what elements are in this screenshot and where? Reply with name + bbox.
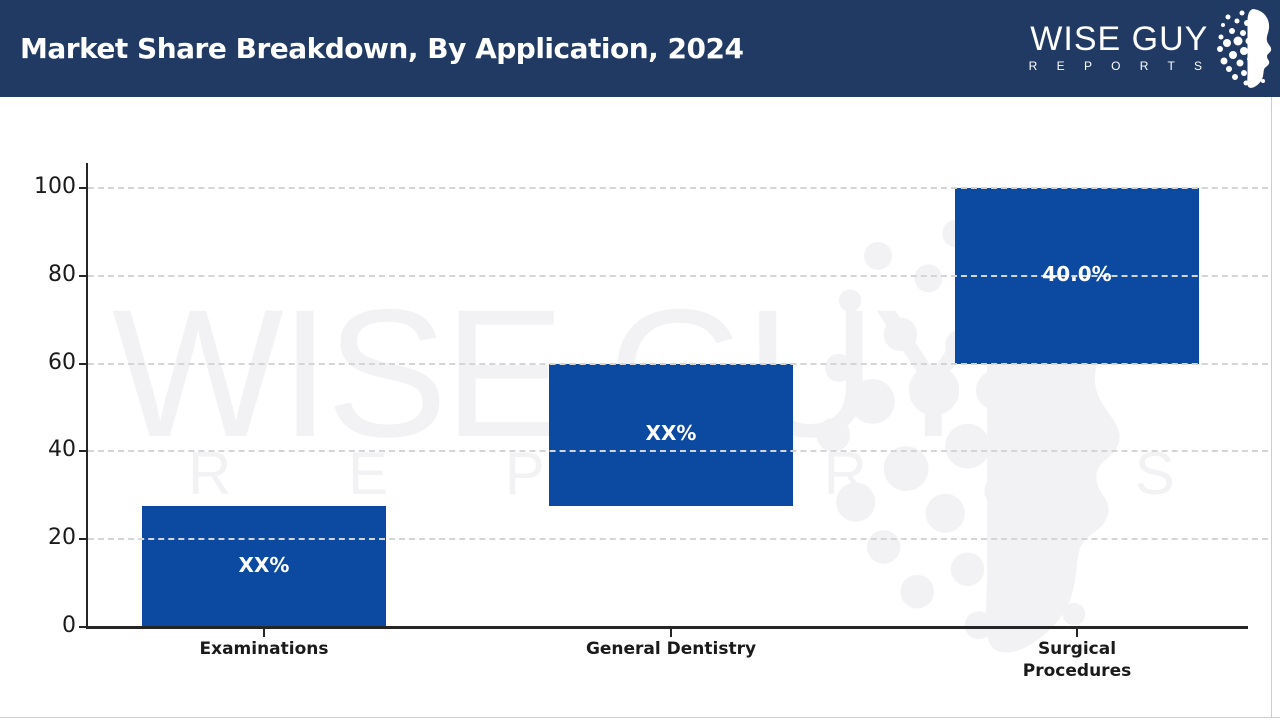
bar-value-label-1: XX% [238,552,290,577]
x-tick-mark-2 [670,629,672,637]
logo-face-icon [1217,9,1272,88]
gridline-20 [88,538,1268,541]
x-tick-mark-3 [1076,629,1078,637]
figure-border-right [1271,97,1272,718]
logo-text: WISE GUY R E P O R T S [1029,21,1210,73]
y-tick-label-0: 0 [62,613,76,638]
bar-2 [549,363,793,507]
y-tick-mark-80 [79,274,87,277]
x-tick-mark-1 [263,629,265,637]
gridline-60 [88,362,1268,365]
wiseguy-logo: WISE GUY R E P O R T S [1029,5,1274,93]
y-tick-label-100: 100 [34,174,76,199]
gridline-40 [88,450,1268,453]
header-bar: Market Share Breakdown, By Application, … [0,0,1280,97]
bar-value-label-2: XX% [645,420,697,445]
gridline-100 [88,187,1268,189]
logo-subtitle: R E P O R T S [1028,59,1210,73]
x-axis-line [86,626,1248,629]
gridline-80 [88,274,1268,277]
bar-1 [142,506,386,627]
y-tick-mark-100 [79,187,87,189]
y-axis-line [86,163,88,629]
y-tick-label-20: 20 [48,525,76,551]
x-category-label-2: General Dentistry [585,639,757,659]
x-category-label-1: Examinations [199,639,329,659]
y-tick-label-40: 40 [48,437,76,463]
x-category-label-3: Surgical Procedures [1022,639,1132,681]
logo-wordmark: WISE GUY [1030,20,1209,58]
y-tick-mark-60 [79,362,87,365]
bar-value-label-3: 40.0% [1042,261,1112,286]
y-tick-label-60: 60 [48,349,76,375]
y-tick-mark-0 [79,626,87,628]
y-tick-label-80: 80 [48,261,76,287]
figure-border-bottom [0,717,1280,718]
chart-title: Market Share Breakdown, By Application, … [20,32,744,65]
y-tick-mark-40 [79,450,87,453]
y-tick-mark-20 [79,538,87,541]
